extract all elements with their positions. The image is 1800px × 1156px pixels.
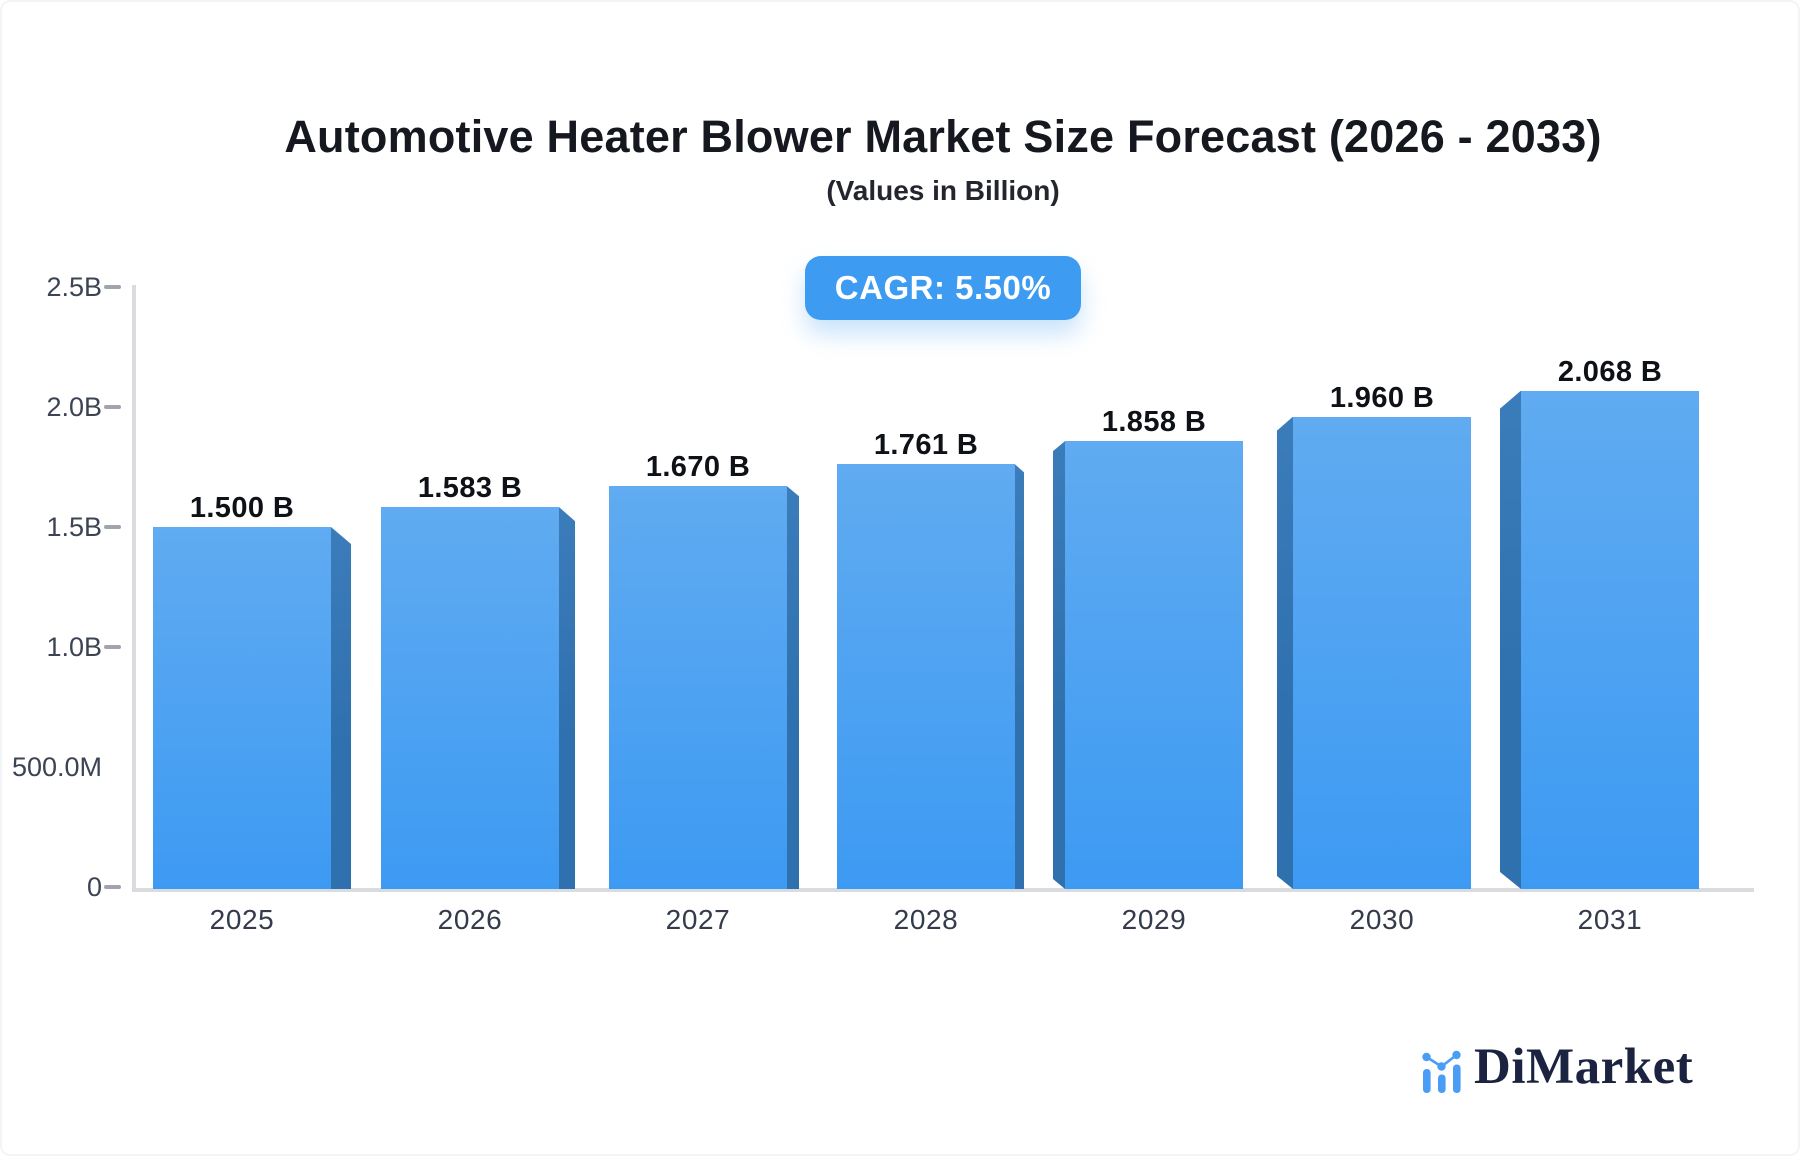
chart-title: Automotive Heater Blower Market Size For… xyxy=(284,111,1602,162)
y-axis-tick-label: 1.5B xyxy=(46,512,102,542)
bar-side-face xyxy=(331,527,351,889)
bar-value-label: 1.858 B xyxy=(1101,406,1207,439)
y-axis-tick xyxy=(104,645,121,649)
logo[interactable]: DiMarket xyxy=(1422,1040,1693,1094)
bar[interactable] xyxy=(1521,390,1699,889)
bar[interactable] xyxy=(609,486,787,889)
bar-value-label: 1.670 B xyxy=(645,451,751,484)
bar-value-label: 1.960 B xyxy=(1329,381,1435,414)
bar-side-face xyxy=(1053,441,1065,889)
chart-subtitle: (Values in Billion) xyxy=(826,175,1060,206)
y-axis-tick-label: 1.0B xyxy=(46,632,102,662)
y-axis-tick-label: 0 xyxy=(86,872,102,902)
bar[interactable] xyxy=(381,507,559,889)
x-axis-line xyxy=(132,888,1754,892)
x-axis-label: 2025 xyxy=(209,904,275,935)
y-axis-tick xyxy=(104,885,121,889)
bar-value-label: 1.583 B xyxy=(417,472,523,505)
x-axis-label: 2026 xyxy=(437,904,503,935)
x-axis-label: 2030 xyxy=(1349,904,1415,935)
bar-value-label: 2.068 B xyxy=(1557,355,1663,388)
bar-side-face xyxy=(1277,417,1293,889)
y-axis-tick xyxy=(104,405,121,409)
y-axis-tick-label: 2.5B xyxy=(46,272,102,302)
y-axis-tick-label: 500.0M xyxy=(11,752,102,782)
logo-icon xyxy=(1422,1050,1461,1093)
x-axis-label: 2028 xyxy=(893,904,959,935)
y-axis-tick xyxy=(104,285,121,289)
logo-text: DiMarket xyxy=(1474,1039,1694,1095)
cagr-badge: CAGR: 5.50% xyxy=(804,256,1082,320)
bar[interactable] xyxy=(1293,416,1471,889)
bar[interactable] xyxy=(1065,441,1243,889)
y-axis-tick xyxy=(104,525,121,529)
bar-side-face xyxy=(1500,391,1521,889)
y-axis-tick-label: 2.0B xyxy=(46,392,102,422)
x-axis-label: 2031 xyxy=(1577,904,1643,935)
bar[interactable] xyxy=(153,527,331,889)
cagr-badge-row: CAGR: 5.50% xyxy=(132,256,1754,320)
x-axis-label: 2027 xyxy=(665,904,731,935)
bar-side-face xyxy=(559,507,575,889)
x-axis-label: 2029 xyxy=(1121,904,1187,935)
bar[interactable] xyxy=(837,464,1015,889)
bar-value-label: 1.761 B xyxy=(873,429,979,462)
bar-side-face xyxy=(1015,464,1024,889)
bar-value-label: 1.500 B xyxy=(189,492,295,524)
bar-side-face xyxy=(787,486,799,889)
y-axis-line xyxy=(132,285,136,889)
